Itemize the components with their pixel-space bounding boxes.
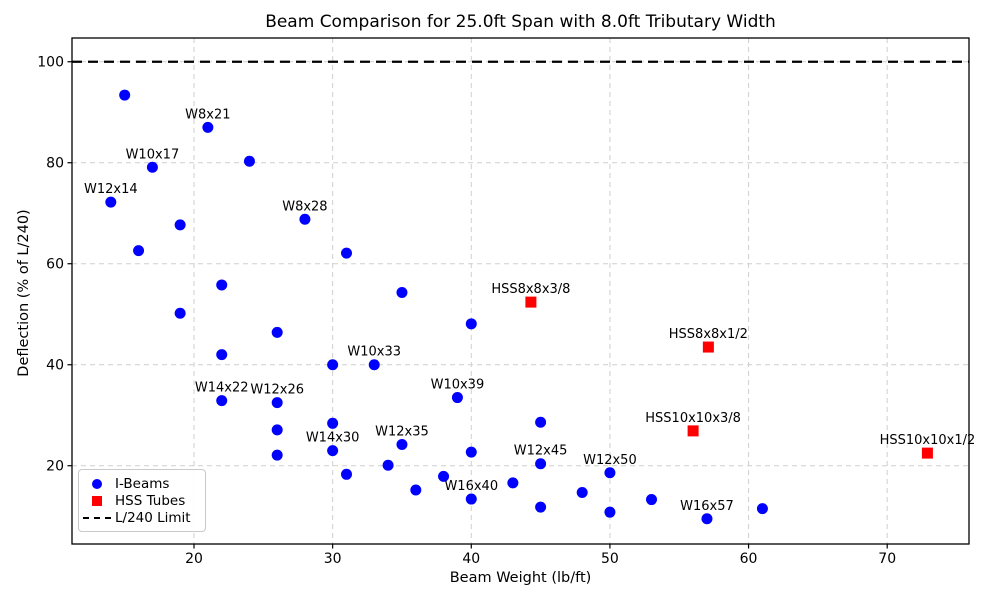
- data-point-hss-HSS8x8x3/8: [525, 296, 537, 308]
- point-label-W14x30: W14x30: [306, 431, 360, 446]
- data-point-ibeam-W12x50: [604, 467, 616, 479]
- y-tick-label-20: 20: [46, 459, 64, 475]
- data-point-ibeam: [576, 486, 588, 498]
- data-point-ibeam: [119, 89, 131, 101]
- dashed-line-marker-icon: [83, 516, 111, 519]
- data-point-ibeam: [327, 359, 339, 371]
- chart-title: Beam Comparison for 25.0ft Span with 8.0…: [265, 12, 776, 32]
- point-label-W10x17: W10x17: [126, 147, 180, 162]
- x-tick-label-40: 40: [462, 551, 480, 567]
- point-label-W12x14: W12x14: [84, 182, 138, 197]
- legend-item-limit: L/240 Limit: [79, 509, 197, 526]
- point-label-W12x35: W12x35: [375, 425, 429, 440]
- data-point-ibeam-W10x17: [146, 161, 158, 173]
- data-point-ibeam-W10x39: [451, 392, 463, 404]
- data-point-ibeam-W8x28: [299, 213, 311, 225]
- hss-square-marker-icon: [92, 495, 102, 506]
- y-tick-label-80: 80: [46, 156, 64, 172]
- point-label-W10x39: W10x39: [431, 378, 485, 393]
- ibeam-circle-marker-icon: [92, 478, 102, 489]
- x-tick-label-30: 30: [324, 551, 342, 567]
- point-label-W14x22: W14x22: [195, 381, 249, 396]
- x-tick-label-20: 20: [185, 551, 203, 567]
- data-point-hss-HSS10x10x3/8: [687, 425, 699, 437]
- data-point-ibeam: [133, 245, 145, 257]
- data-point-ibeam: [271, 424, 283, 436]
- point-label-W16x57: W16x57: [680, 499, 734, 514]
- x-tick-label-50: 50: [601, 551, 619, 567]
- point-label-W16x40: W16x40: [444, 479, 498, 494]
- data-point-ibeam: [438, 470, 450, 482]
- data-point-ibeam-W14x22: [216, 395, 228, 407]
- data-point-ibeam-W12x45: [535, 458, 547, 470]
- data-point-ibeam: [465, 446, 477, 458]
- data-point-ibeam: [341, 247, 353, 259]
- data-point-ibeam-W12x26: [271, 397, 283, 409]
- data-point-ibeam: [396, 287, 408, 299]
- point-label-HSS10x10x1/2: HSS10x10x1/2: [880, 433, 976, 448]
- data-point-ibeam-W8x21: [202, 121, 214, 133]
- point-label-W8x28: W8x28: [282, 199, 327, 214]
- data-point-ibeam: [271, 326, 283, 338]
- y-tick-label-60: 60: [46, 257, 64, 273]
- point-label-W12x26: W12x26: [250, 383, 304, 398]
- data-point-ibeam: [535, 416, 547, 428]
- data-point-hss-HSS10x10x1/2: [921, 447, 933, 459]
- x-axis-label: Beam Weight (lb/ft): [449, 570, 592, 586]
- data-point-ibeam: [216, 349, 228, 361]
- point-label-W12x45: W12x45: [514, 444, 568, 459]
- legend-marker-cell: [79, 516, 115, 519]
- x-tick-label-60: 60: [740, 551, 758, 567]
- point-label-W8x21: W8x21: [185, 107, 230, 122]
- data-point-ibeam: [756, 503, 768, 515]
- data-point-ibeam: [410, 484, 422, 496]
- legend-item-hss-tubes: HSS Tubes: [79, 492, 197, 509]
- data-point-ibeam-W14x30: [327, 445, 339, 457]
- point-label-HSS8x8x3/8: HSS8x8x3/8: [491, 282, 570, 297]
- data-point-ibeam-W12x35: [396, 439, 408, 451]
- data-point-ibeam: [465, 318, 477, 330]
- data-point-ibeam: [535, 501, 547, 513]
- legend-item-ibeams: I-Beams: [79, 475, 197, 492]
- data-point-ibeam-W16x57: [701, 513, 713, 525]
- x-tick-label-70: 70: [878, 551, 896, 567]
- legend-marker-cell: [79, 478, 115, 489]
- data-point-ibeam: [646, 494, 658, 506]
- point-label-W10x33: W10x33: [347, 345, 401, 360]
- legend-marker-cell: [79, 495, 115, 506]
- data-point-ibeam: [507, 477, 519, 489]
- data-point-ibeam: [382, 459, 394, 471]
- point-label-W12x50: W12x50: [583, 453, 637, 468]
- data-point-ibeam: [271, 449, 283, 461]
- legend-label-ibeams: I-Beams: [115, 475, 170, 492]
- y-axis-label: Deflection (% of L/240): [16, 209, 32, 377]
- data-point-ibeam-W10x33: [368, 359, 380, 371]
- y-tick-label-40: 40: [46, 358, 64, 374]
- data-point-ibeam: [174, 219, 186, 231]
- data-point-ibeam-W12x14: [105, 196, 117, 208]
- legend-label-limit: L/240 Limit: [115, 509, 191, 526]
- data-point-ibeam: [174, 307, 186, 319]
- data-point-ibeam-W16x40: [465, 493, 477, 505]
- legend-label-hss-tubes: HSS Tubes: [115, 492, 186, 509]
- legend: I-Beams HSS Tubes L/240 Limit: [78, 469, 206, 532]
- point-label-HSS10x10x3/8: HSS10x10x3/8: [645, 411, 741, 426]
- axes-frame: [71, 37, 970, 545]
- data-point-ibeam: [604, 506, 616, 518]
- data-point-ibeam: [327, 417, 339, 429]
- data-point-hss-HSS8x8x1/2: [702, 341, 714, 353]
- y-tick-label-100: 100: [37, 55, 64, 71]
- data-point-ibeam: [216, 279, 228, 291]
- data-point-ibeam: [341, 468, 353, 480]
- data-point-ibeam: [243, 155, 255, 167]
- point-label-HSS8x8x1/2: HSS8x8x1/2: [669, 327, 748, 342]
